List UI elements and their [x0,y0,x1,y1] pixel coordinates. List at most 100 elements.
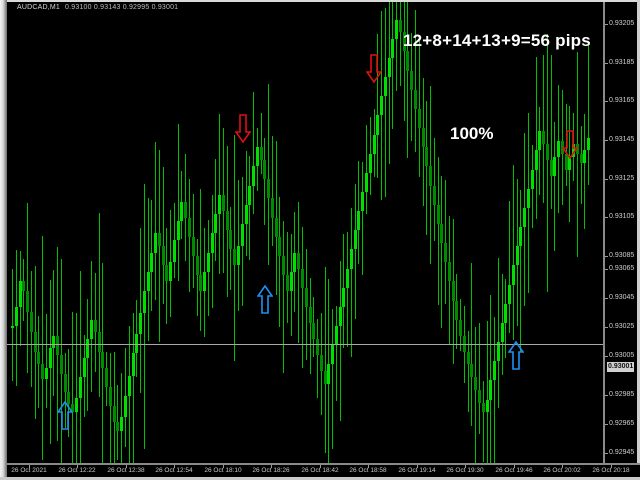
candle-body [557,140,561,157]
candle-wick [584,113,586,230]
candle-wick [260,113,262,175]
candle-wick [317,318,319,398]
candle-wick [324,267,326,453]
time-axis-label: 26 Oct 18:26 [252,467,290,474]
sell-arrow-3-icon [561,130,579,165]
candle-body [391,38,395,58]
candle-wick [268,83,270,265]
candle-body [440,223,444,244]
candle-wick [98,213,100,398]
price-tick [605,101,608,102]
price-tick [605,395,608,396]
price-tick [605,269,608,270]
buy-arrow-2-icon [256,284,274,319]
price-axis[interactable]: 0.93205 0.93185 0.93165 0.93145 0.93125 0.931… [603,2,637,463]
candle-body [361,191,365,212]
candle-body [78,377,82,398]
candle-wick [554,121,556,251]
candle-body [523,207,527,228]
candle-body [154,233,158,253]
candle-body [429,166,433,186]
candle-wick [445,179,447,305]
price-axis-label: 0.93165 [609,97,635,104]
candle-wick [362,162,364,276]
candle-body [444,243,448,263]
time-axis-label: 26 Oct 20:18 [592,467,630,474]
time-axis[interactable]: 26 Oct 2021 26 Oct 12:22 26 Oct 12:38 26 Oc… [7,463,640,477]
time-axis-line [7,463,640,465]
candle-body [496,342,500,362]
candle-body [545,144,549,161]
candle-body [436,204,440,224]
candle-body [511,265,515,285]
candle-wick [234,135,236,361]
candle-wick [53,270,55,397]
candle-body [127,375,131,397]
time-tick [271,465,272,468]
candle-body [549,160,553,176]
candle-body [368,153,372,173]
candle-wick [215,158,217,262]
candle-wick [350,208,352,357]
candle-body [519,227,523,247]
candle-wick [354,183,356,319]
candle-body [150,252,154,272]
time-axis-label: 26 Oct 12:22 [58,467,96,474]
candle-body [579,153,583,164]
window-left-border [0,0,7,480]
candle-body [139,313,143,335]
candle-body [406,51,410,71]
candle-body [11,326,14,328]
candle-body [508,284,512,304]
candle-body [263,160,267,180]
time-tick [223,465,224,468]
candle-body [195,255,199,275]
candle-wick [490,295,492,463]
candle-wick [399,2,401,86]
candle-wick [253,91,255,214]
candle-body [455,300,459,320]
time-axis-label: 26 Oct 19:30 [446,467,484,474]
candle-body [553,156,557,176]
candle-body [534,150,538,170]
candle-wick [335,306,337,401]
candle-body [478,389,481,403]
candle-body [71,404,75,413]
candle-body [526,188,530,208]
candle-wick [392,2,394,129]
candle-wick [426,100,428,236]
candle-wick [467,330,469,412]
price-axis-label: 0.92965 [609,420,635,427]
candle-wick [482,381,484,462]
candle-body [48,348,52,368]
candle-body [462,335,466,352]
time-tick [368,465,369,468]
candle-body [184,201,188,218]
candle-body [146,271,150,291]
candle-body [252,166,256,186]
price-tick [605,217,608,218]
candle-body [376,115,380,135]
candle-wick [200,189,202,331]
candle-body [191,236,195,256]
candle-body [29,311,33,333]
price-axis-label: 0.93205 [609,20,635,27]
price-axis-label: 0.93145 [609,136,635,143]
candle-wick [42,235,44,460]
chart-canvas[interactable]: AUDCAD,M1 0.93100 0.93143 0.92995 0.93001… [7,2,605,463]
candle-body [161,246,165,266]
candle-body [372,134,376,154]
candle-body [466,351,470,365]
candle-body [259,147,263,161]
candle-body [188,217,191,237]
price-tick [605,140,608,141]
price-axis-label: 0.93005 [609,352,635,359]
candle-wick [565,104,567,187]
candle-body [504,303,508,323]
candle-body [221,195,225,212]
price-axis-label: 0.93105 [609,213,635,220]
candle-wick [245,151,247,256]
candle-wick [479,322,480,434]
candle-wick [132,312,134,463]
time-tick [562,465,563,468]
